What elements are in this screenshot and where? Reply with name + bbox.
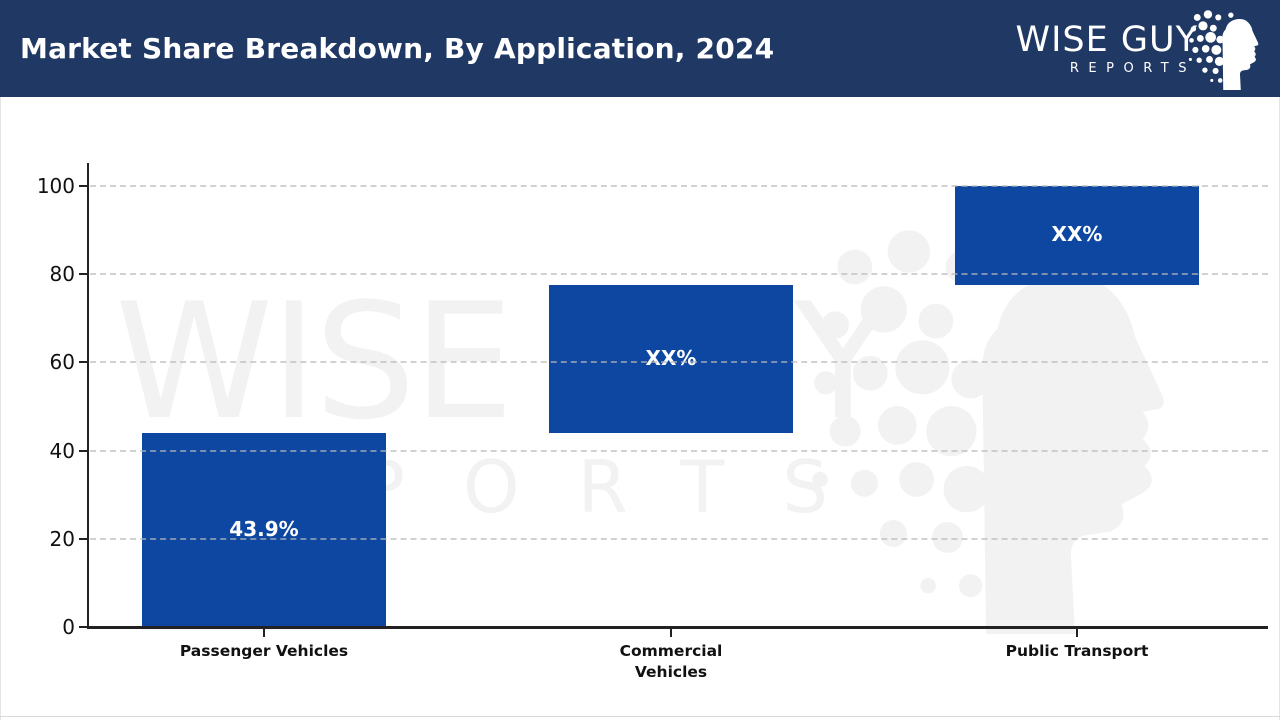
bar-value-label: 43.9% — [229, 517, 299, 542]
bar-value-label: XX% — [645, 346, 697, 371]
logo-text: WISE GUY REPORTS — [1015, 21, 1198, 76]
bar-2: XX% — [955, 186, 1199, 285]
x-tick-mark — [670, 629, 672, 637]
dotted-head-icon — [1184, 6, 1264, 90]
y-tick-mark — [79, 449, 87, 452]
gridline-20 — [90, 537, 1268, 540]
logo-wordmark: WISE GUY — [1015, 19, 1198, 60]
bar-0: 43.9% — [142, 433, 386, 627]
x-category-line: Vehicles — [634, 663, 708, 681]
gridline-40 — [90, 449, 1268, 452]
x-tick-mark — [1076, 629, 1078, 637]
y-tick-label: 80 — [49, 262, 75, 287]
gridline-60 — [90, 361, 1268, 364]
bar-1: XX% — [549, 284, 793, 434]
x-category-line: Passenger Vehicles — [179, 642, 349, 660]
x-tick-mark — [263, 629, 265, 637]
gridline-100 — [90, 185, 1268, 187]
x-category-label: Passenger Vehicles — [134, 641, 394, 662]
x-axis-line — [87, 626, 1268, 629]
y-tick-label: 0 — [62, 615, 75, 639]
gridline-80 — [90, 273, 1268, 276]
y-tick-label: 40 — [49, 438, 75, 463]
y-tick-label: 20 — [49, 526, 75, 551]
bottom-hairline — [0, 716, 1280, 717]
y-tick-mark — [79, 537, 87, 540]
x-category-line: Public Transport — [1005, 642, 1149, 660]
y-tick-mark — [79, 361, 87, 364]
bar-value-label: XX% — [1051, 222, 1103, 247]
x-category-label: Commercial Vehicles — [541, 641, 801, 683]
y-tick-mark — [79, 185, 87, 187]
y-tick-mark — [79, 626, 87, 628]
y-tick-mark — [79, 273, 87, 276]
logo-subtitle: REPORTS — [1069, 60, 1196, 76]
wiseguy-logo: WISE GUY REPORTS — [1015, 6, 1264, 90]
y-tick-label: 100 — [36, 174, 75, 198]
y-axis-line — [87, 163, 89, 627]
x-category-line: Commercial — [619, 642, 723, 660]
chart-area: WISE GUY REPORTS 0 20 40 60 80 100 43.9% XX% XX%… — [0, 97, 1280, 717]
chart-title: Market Share Breakdown, By Application, … — [20, 32, 775, 65]
header-bar: Market Share Breakdown, By Application, … — [0, 0, 1280, 97]
y-tick-label: 60 — [49, 350, 75, 375]
x-category-label: Public Transport — [947, 641, 1207, 662]
